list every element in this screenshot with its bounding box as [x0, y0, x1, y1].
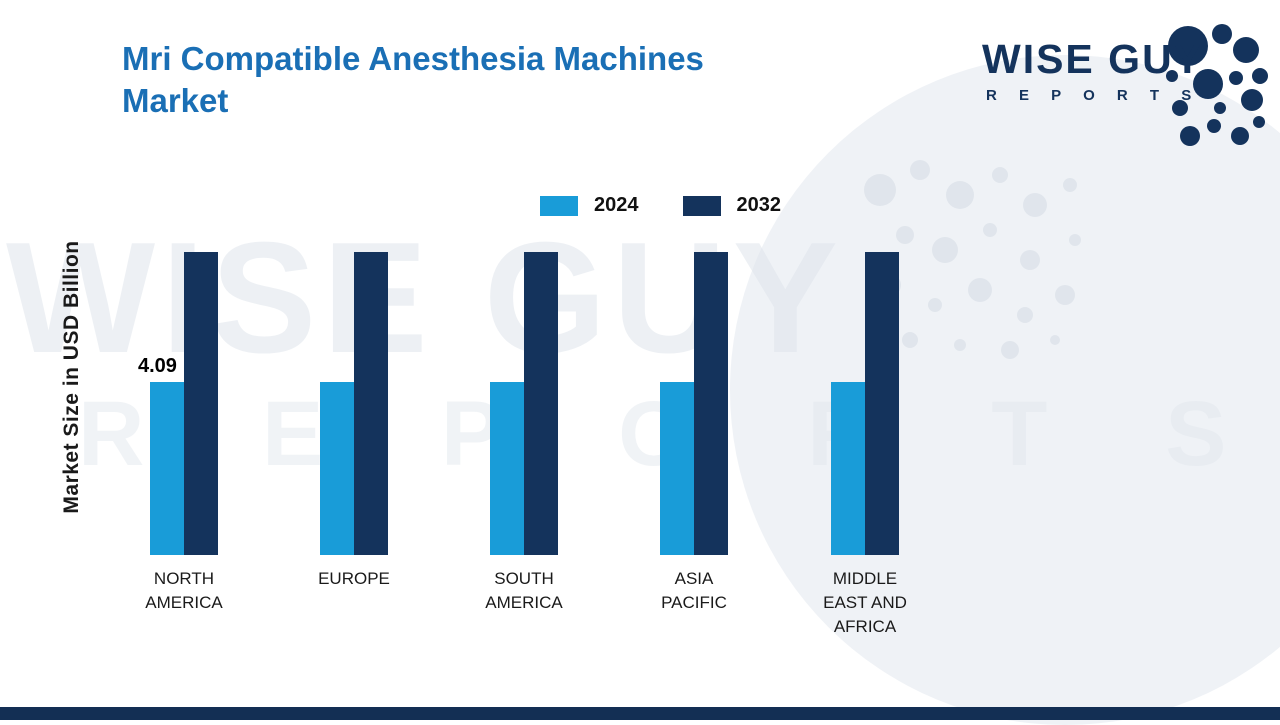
chart-title: Mri Compatible Anesthesia Machines Marke…: [122, 40, 704, 120]
category-label-south-america: SOUTH AMERICA: [485, 569, 563, 612]
legend-swatch-2032: [682, 195, 721, 216]
bar-2024-middle-east-and-africa: [831, 382, 865, 555]
logo-face-icon: [1166, 24, 1268, 146]
bar-2032-asia-pacific: [694, 252, 728, 555]
bar-2024-north-america: [150, 382, 184, 555]
bar-2032-south-america: [524, 252, 558, 555]
bar-2032-europe: [354, 252, 388, 555]
bar-2024-south-america: [490, 382, 524, 555]
legend-label: 2024: [594, 194, 639, 216]
bar-2024-asia-pacific: [660, 382, 694, 555]
logo-subtitle: R E P O R T S: [986, 87, 1201, 104]
bar-value-label: 4.09: [138, 355, 177, 377]
legend: 2024 2032: [540, 194, 781, 217]
category-label-europe: EUROPE: [318, 569, 390, 588]
category-label-north-america: NORTH AMERICA: [145, 569, 223, 612]
logo-wordmark: WISE GUY: [982, 36, 1204, 82]
legend-label: 2032: [736, 194, 782, 216]
category-label-asia-pacific: ASIA PACIFIC: [661, 569, 727, 612]
bar-2032-middle-east-and-africa: [865, 252, 899, 555]
legend-swatch-2024: [540, 195, 578, 216]
legend-item-2024: 2024: [540, 194, 639, 217]
legend-item-2032: 2032: [682, 194, 782, 217]
bar-2032-north-america: [184, 252, 218, 555]
watermark-text-line2: R E P O R T S: [78, 383, 1273, 485]
bottom-accent-bar: [0, 707, 1280, 720]
watermark-head-circle: [730, 55, 1280, 725]
bar-2024-europe: [320, 382, 354, 555]
category-label-middle-east-and-africa: MIDDLE EAST AND AFRICA: [823, 569, 907, 636]
logo: WISE GUY R E P O R T S: [982, 36, 1280, 104]
